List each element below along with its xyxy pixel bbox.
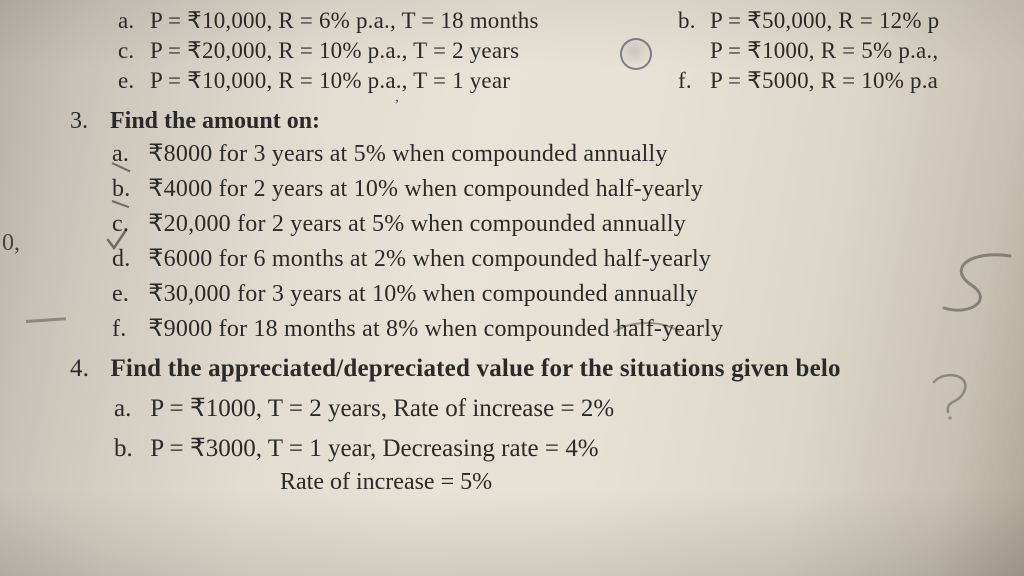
option-marker: c. [118, 38, 144, 64]
option-text: P = ₹5000, R = 10% p.a [710, 68, 938, 93]
q3-item-b: b. ₹4000 for 2 years at 10% when compoun… [0, 174, 1024, 203]
option-text: ₹6000 for 6 months at 2% when compounded… [148, 246, 711, 272]
option-marker: f. [112, 316, 142, 343]
option-text: ₹30,000 for 3 years at 10% when compound… [148, 281, 698, 307]
question-title: Find the appreciated/depreciated value f… [110, 355, 840, 382]
option-marker: d. [112, 246, 142, 273]
q2-opt-b: b. P = ₹50,000, R = 12% p [678, 8, 1024, 34]
question-title: Find the amount on: [110, 108, 320, 134]
option-text: P = ₹50,000, R = 12% p [710, 8, 939, 33]
cutoff-text: Rate of increase = 5% [280, 469, 492, 495]
option-marker: b. [112, 176, 142, 203]
q2-row-1: a. P = ₹10,000, R = 6% p.a., T = 18 mont… [0, 8, 1024, 34]
question-number: 3. [70, 108, 104, 135]
q3-item-d: d. ₹6000 for 6 months at 2% when compoun… [0, 244, 1024, 273]
option-marker: a. [114, 395, 144, 423]
q3-item-e: e. ₹30,000 for 3 years at 10% when compo… [0, 279, 1024, 308]
option-text: P = ₹10,000, R = 10% p.a., T = 1 year [150, 68, 510, 93]
option-marker: b. [114, 435, 144, 463]
q2-opt-f: f. P = ₹5000, R = 10% p.a [678, 68, 1024, 94]
option-marker: e. [112, 281, 142, 308]
q4-heading: 4. Find the appreciated/depreciated valu… [0, 355, 1024, 383]
textbook-page: a. P = ₹10,000, R = 6% p.a., T = 18 mont… [0, 0, 1024, 576]
margin-scribble: 0, [2, 230, 20, 257]
option-text: P = ₹1000, T = 2 years, Rate of increase… [150, 395, 614, 422]
q2-opt-a: a. P = ₹10,000, R = 6% p.a., T = 18 mont… [0, 8, 678, 34]
option-marker: b. [678, 8, 704, 34]
q2-row-3: e. P = ₹10,000, R = 10% p.a., T = 1 year… [0, 68, 1024, 94]
q4-item-a: a. P = ₹1000, T = 2 years, Rate of incre… [0, 393, 1024, 423]
q2-opt-e: e. P = ₹10,000, R = 10% p.a., T = 1 year [0, 68, 678, 94]
q3-item-a: a. ₹8000 for 3 years at 5% when compound… [0, 139, 1024, 168]
q3-heading: 3. Find the amount on: [0, 108, 1024, 135]
option-marker: f. [678, 68, 704, 94]
option-marker: e. [118, 68, 144, 94]
option-text: ₹8000 for 3 years at 5% when compounded … [148, 141, 667, 167]
q2-opt-c: c. P = ₹20,000, R = 10% p.a., T = 2 year… [0, 38, 678, 64]
option-text: ₹9000 for 18 months at 8% when compounde… [148, 316, 723, 342]
option-text: P = ₹20,000, R = 10% p.a., T = 2 years [150, 38, 519, 63]
option-text: P = ₹10,000, R = 6% p.a., T = 18 months [150, 8, 539, 33]
option-text: P = ₹1000, R = 5% p.a., [710, 38, 938, 63]
q2-opt-d: P = ₹1000, R = 5% p.a., [678, 38, 1024, 64]
option-text: ₹4000 for 2 years at 10% when compounded… [148, 176, 703, 202]
option-marker: a. [112, 141, 142, 168]
option-text: ₹20,000 for 2 years at 5% when compounde… [148, 211, 686, 237]
question-number: 4. [70, 355, 104, 383]
option-marker: a. [118, 8, 144, 34]
q2-row-2: c. P = ₹20,000, R = 10% p.a., T = 2 year… [0, 38, 1024, 64]
q3-item-f: f. ₹9000 for 18 months at 8% when compou… [0, 314, 1024, 343]
option-text: P = ₹3000, T = 1 year, Decreasing rate =… [150, 435, 598, 462]
option-marker: c. [112, 211, 142, 238]
q4-cutoff-line: Rate of increase = 5% [0, 469, 1024, 496]
q3-item-c: c. ₹20,000 for 2 years at 5% when compou… [0, 209, 1024, 238]
q4-item-b: b. P = ₹3000, T = 1 year, Decreasing rat… [0, 433, 1024, 463]
